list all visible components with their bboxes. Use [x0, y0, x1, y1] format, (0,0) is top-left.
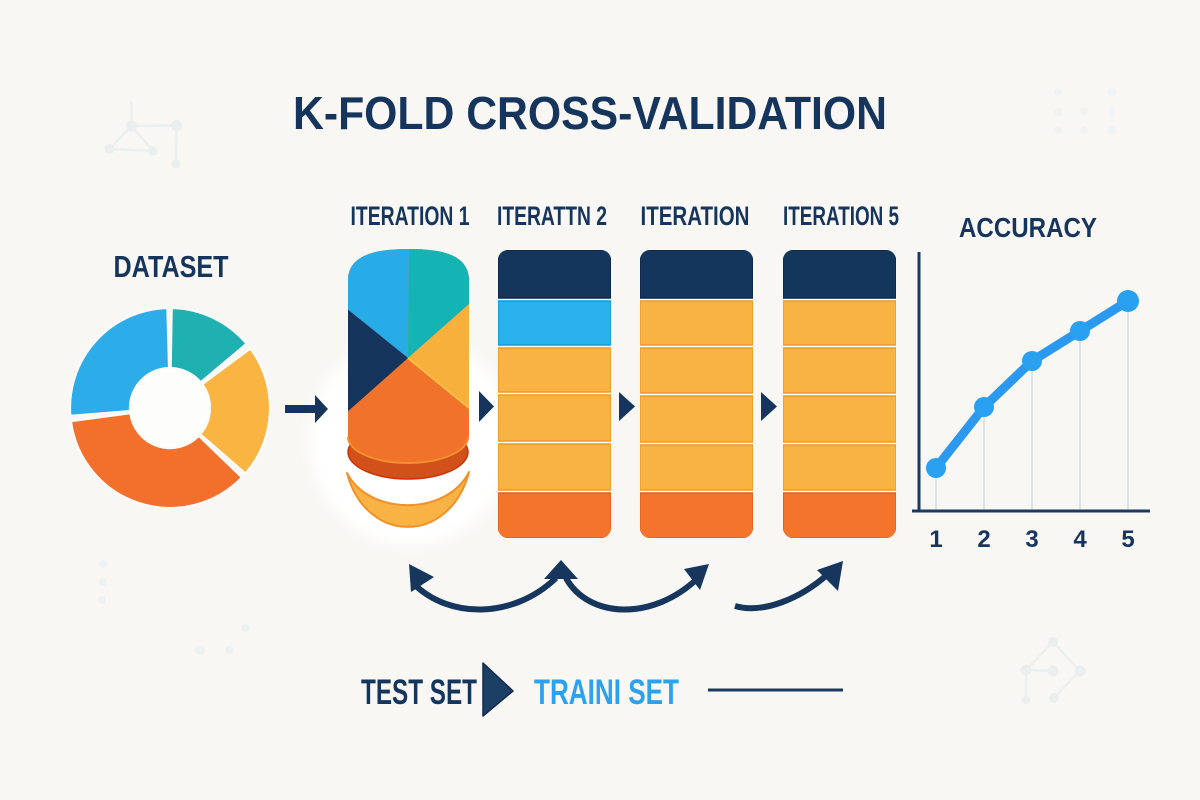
svg-text:TRAINI SET: TRAINI SET [534, 673, 679, 712]
svg-text:4: 4 [1073, 526, 1087, 553]
svg-text:ACCURACY: ACCURACY [959, 212, 1097, 243]
svg-text:ITERATION: ITERATION [641, 201, 750, 231]
svg-text:ITERATION 5: ITERATION 5 [783, 201, 899, 231]
svg-text:DATASET: DATASET [114, 249, 229, 284]
svg-text:ITERATTN 2: ITERATTN 2 [497, 201, 607, 231]
svg-text:K-FOLD CROSS-VALIDATION: K-FOLD CROSS-VALIDATION [293, 87, 887, 139]
svg-text:1: 1 [929, 526, 942, 553]
svg-text:5: 5 [1121, 526, 1134, 553]
svg-text:TEST SET: TEST SET [361, 673, 477, 712]
svg-text:3: 3 [1025, 526, 1038, 553]
svg-text:2: 2 [977, 526, 990, 553]
svg-text:ITERATION 1: ITERATION 1 [351, 201, 470, 231]
